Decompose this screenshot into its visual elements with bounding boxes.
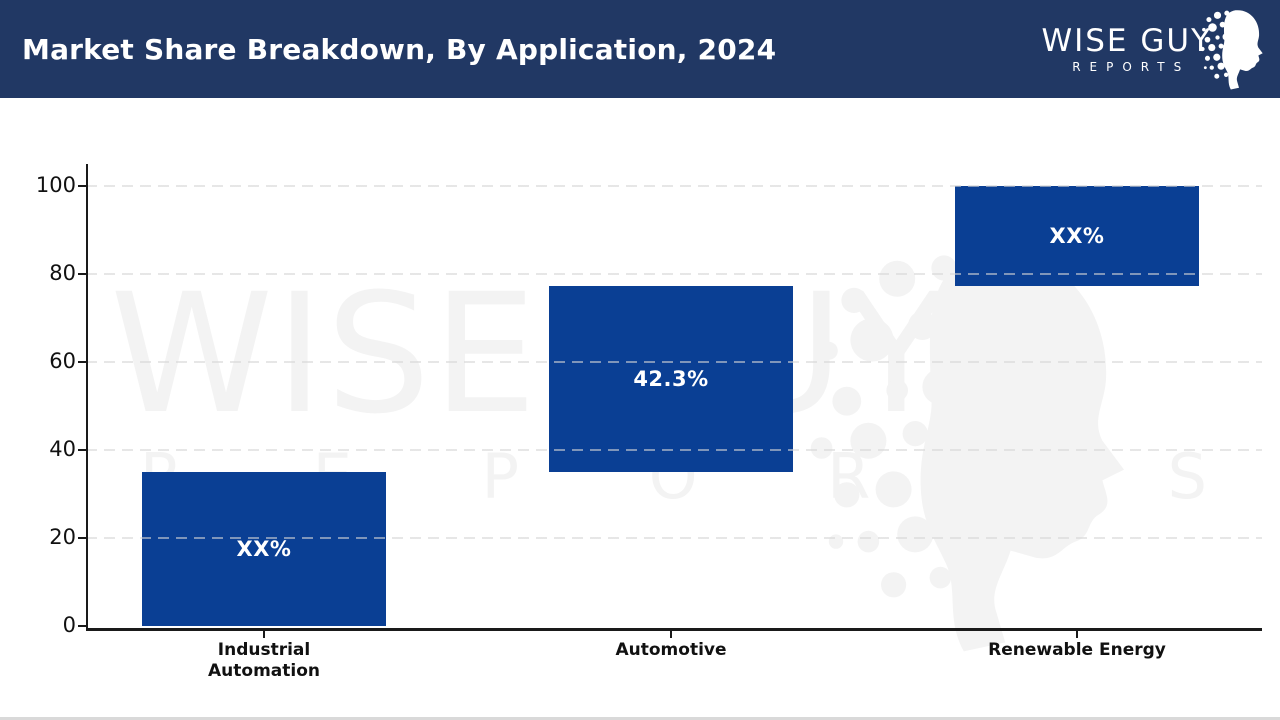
y-tick-label: 80 — [49, 261, 76, 285]
logo-subtitle: REPORTS — [1072, 59, 1191, 74]
y-tick-label: 100 — [35, 173, 76, 197]
gridline-y80 — [86, 273, 1262, 275]
y-tick-mark — [78, 625, 86, 627]
y-tick-mark — [78, 273, 86, 275]
bar-value-label: XX% — [236, 537, 292, 561]
y-axis-line — [86, 164, 88, 630]
x-category-label: Renewable Energy — [988, 640, 1166, 660]
y-tick-label: 0 — [62, 613, 76, 637]
x-category-label: Industrial Automation — [208, 640, 320, 682]
y-tick-mark — [78, 449, 86, 451]
watermark-head-icon — [810, 253, 1124, 652]
gridline-y40 — [86, 449, 1262, 451]
x-tick-mark — [1076, 630, 1078, 638]
watermark-wordmark: WISE GUY — [110, 258, 949, 450]
logo-wordmark: WISE GUY — [1041, 22, 1212, 59]
y-tick-mark — [78, 361, 86, 363]
plot-area: 0 20 40 60 80 100 XX% Industrial Automation 42.3… — [0, 98, 1280, 717]
y-tick-label: 20 — [49, 525, 76, 549]
bar-value-label: XX% — [1049, 223, 1105, 248]
bar-renewable-energy: XX% — [955, 186, 1199, 286]
logo-text: WISE GUY REPORTS — [1041, 22, 1212, 74]
gridline-y60 — [86, 361, 1262, 363]
bar-value-label: 42.3% — [633, 366, 709, 391]
x-tick-mark — [263, 630, 265, 638]
bar-automotive: 42.3% — [549, 285, 793, 472]
page-title: Market Share Breakdown, By Application, … — [22, 32, 777, 66]
bar-industrial-automation: XX% — [142, 472, 386, 626]
x-axis-line — [86, 628, 1262, 631]
gridline-y100 — [86, 185, 1262, 187]
bottom-strip — [0, 717, 1280, 720]
y-tick-mark — [78, 537, 86, 539]
x-category-label: Automotive — [615, 640, 727, 660]
x-tick-mark — [670, 630, 672, 638]
y-tick-mark — [78, 185, 86, 187]
gridline-y20 — [86, 537, 1262, 539]
header-bar: Market Share Breakdown, By Application, … — [0, 0, 1280, 98]
y-tick-label: 60 — [49, 349, 76, 373]
logo-head-icon — [1200, 10, 1263, 90]
wise-guy-reports-logo: WISE GUY REPORTS — [1041, 6, 1270, 92]
y-tick-label: 40 — [49, 437, 76, 461]
